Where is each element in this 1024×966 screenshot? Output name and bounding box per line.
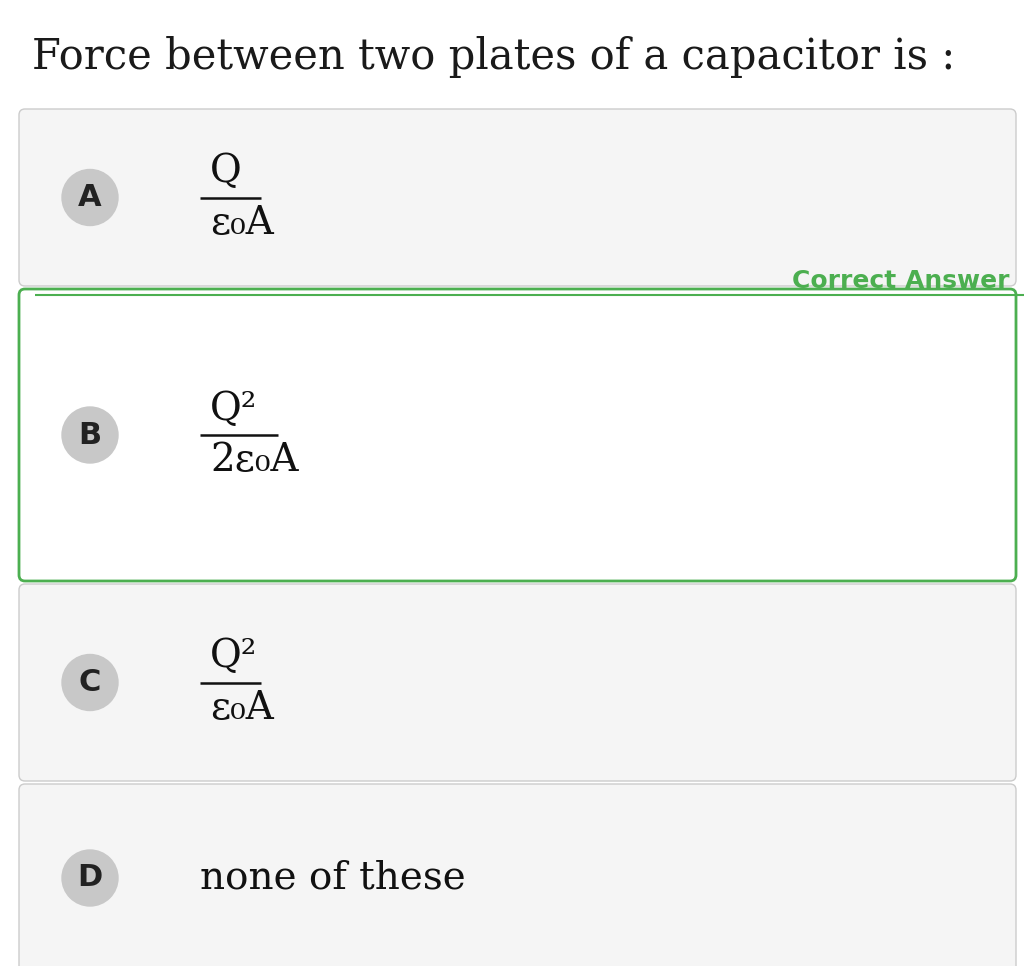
Circle shape — [62, 655, 118, 711]
Text: none of these: none of these — [200, 860, 466, 896]
FancyBboxPatch shape — [19, 289, 1016, 581]
Text: A: A — [78, 183, 101, 212]
Circle shape — [62, 169, 118, 225]
Text: B: B — [79, 420, 101, 449]
Circle shape — [62, 850, 118, 906]
Text: Q²: Q² — [210, 390, 257, 428]
Text: Q²: Q² — [210, 638, 257, 675]
Circle shape — [62, 407, 118, 463]
Text: Correct Answer: Correct Answer — [793, 269, 1010, 293]
Text: C: C — [79, 668, 101, 697]
Text: ε₀A: ε₀A — [210, 690, 273, 727]
Text: Q: Q — [210, 153, 242, 190]
FancyBboxPatch shape — [19, 584, 1016, 781]
Text: 2ε₀A: 2ε₀A — [210, 442, 299, 479]
Text: Force between two plates of a capacitor is :: Force between two plates of a capacitor … — [32, 36, 955, 78]
FancyBboxPatch shape — [19, 109, 1016, 286]
Text: ε₀A: ε₀A — [210, 205, 273, 242]
FancyBboxPatch shape — [19, 784, 1016, 966]
Text: D: D — [78, 864, 102, 893]
